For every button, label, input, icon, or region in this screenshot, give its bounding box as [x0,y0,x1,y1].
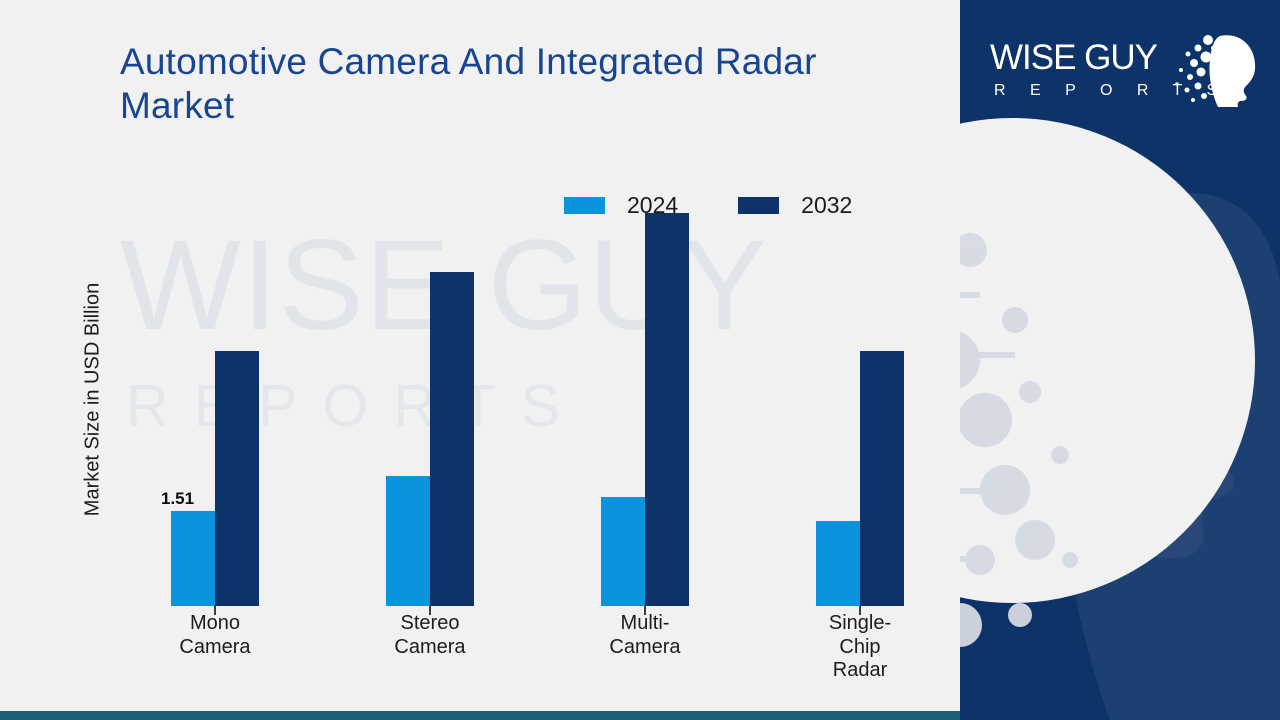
x-axis-category-3: Single- Chip Radar [828,612,892,682]
x-axis-category-2: Multi- Camera [609,612,681,658]
bar-2024-1 [386,475,430,606]
legend-swatch-2032 [738,197,780,214]
bar-group-2 [601,210,689,615]
bar-2024-0 [171,511,215,606]
x-axis-tick-2 [644,606,646,615]
brand-logo: WISE GUY R E P O R T S [990,35,1260,120]
x-axis-tick-0 [214,606,216,615]
x-axis-tick-3 [859,606,861,615]
bar-group-0: 1.51 [161,210,259,615]
logo-head-dots-icon [1175,35,1256,107]
brand-panel [960,0,1280,720]
logo-tagline: R E P O R T S [994,82,1228,99]
bar-2032-3 [860,350,904,606]
bar-2024-2 [601,497,645,606]
chart-legend: 2024 2032 [564,192,852,219]
molecule-dots-pattern-icon [960,233,1078,647]
legend-item-2032: 2032 [738,192,852,219]
bar-2032-1 [430,272,474,606]
legend-label-2032: 2032 [801,192,853,218]
bar-value-label-0: 1.51 [161,489,195,509]
bottom-accent-strip [0,711,960,720]
plot-area: 1.51 [96,210,946,615]
legend-swatch-2024 [564,197,605,214]
bar-2032-2 [645,213,689,606]
x-axis-tick-1 [429,606,431,615]
logo-wordmark: WISE GUY [990,38,1158,77]
bar-group-1 [386,210,474,615]
bar-2024-3 [816,520,860,606]
page-title: Automotive Camera And Integrated Radar M… [120,41,817,126]
bar-2032-0 [215,350,259,606]
x-axis-category-1: Stereo Camera [394,612,466,658]
bar-group-3 [816,210,904,615]
x-axis-category-0: Mono Camera [179,612,251,658]
